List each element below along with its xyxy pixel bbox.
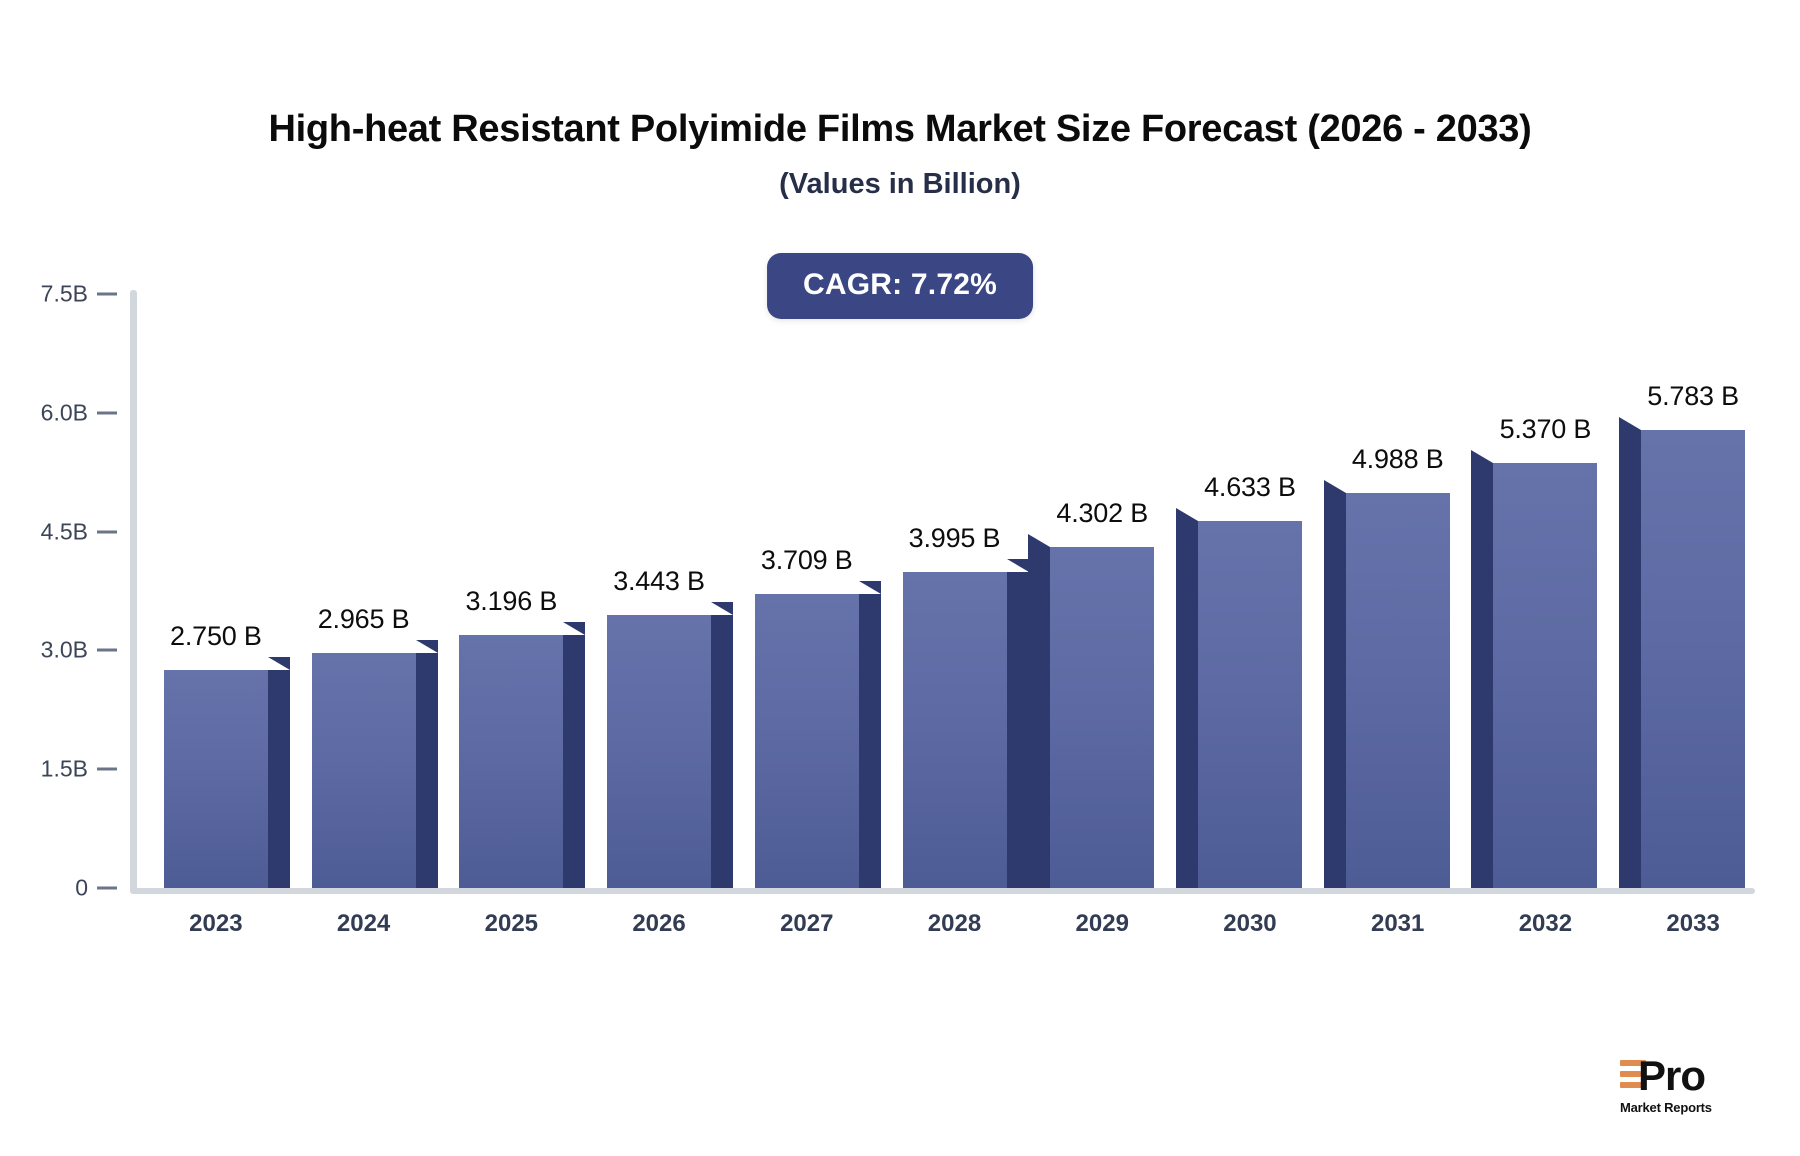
x-axis-tick-label: 2026 [632, 910, 686, 937]
bar-side-face [1619, 430, 1642, 888]
bar-front-face [1050, 547, 1155, 888]
bar-value-label: 3.443 B [613, 566, 705, 597]
bar-2031[interactable]: 4.988 B [1323, 444, 1450, 888]
plot-area: 0 1.5B 3.0B 4.5B 6.0B 7.5B 2.750 B 2.965 B 3.19… [41, 281, 1755, 937]
x-axis-tick-label: 2033 [1666, 910, 1720, 937]
y-axis-tick-mark [97, 530, 117, 534]
logo-name: Pro [1638, 1052, 1706, 1099]
y-axis-tick-mark [97, 411, 117, 415]
bar-top-cap [1471, 449, 1494, 463]
bar-2026[interactable]: 3.443 B [607, 566, 734, 888]
bar-value-label: 5.783 B [1647, 381, 1739, 411]
bar-side-face [858, 594, 881, 888]
x-axis-tick-label: 2030 [1223, 910, 1277, 937]
bar-top-cap [563, 621, 586, 635]
y-axis-spine [130, 290, 137, 892]
bar-front-face [607, 615, 712, 888]
bar-side-face [415, 653, 438, 888]
bar-side-face [1323, 492, 1346, 888]
x-axis-tick-label: 2031 [1370, 910, 1425, 937]
x-axis-tick-label: 2027 [780, 910, 834, 937]
bar-side-face [1006, 571, 1029, 888]
bar-top-cap [858, 581, 881, 595]
bar-top-cap [1619, 417, 1642, 430]
bar-side-face [1175, 521, 1198, 888]
bar-top-cap [267, 657, 290, 671]
bar-front-face [902, 571, 1007, 888]
bar-front-face [1197, 521, 1302, 888]
bar-value-label: 3.196 B [465, 585, 558, 616]
cagr-badge: CAGR: 7.72% [767, 253, 1033, 319]
bar-top-cap [415, 640, 438, 654]
bar-front-face [1345, 492, 1450, 888]
bar-front-face [311, 653, 416, 888]
y-axis-tick-label: 1.5B [40, 755, 88, 782]
bar-side-face [563, 634, 586, 888]
y-axis-tick-label: 3.0B [40, 636, 88, 663]
y-axis-tick-mark [97, 648, 117, 652]
x-axis-tick-label: 2023 [189, 910, 243, 937]
y-axis-tick-mark [97, 767, 117, 771]
bar-top-cap [1323, 479, 1346, 493]
bar-2028[interactable]: 3.995 B [902, 523, 1029, 888]
x-axis-tick-label: 2028 [927, 910, 982, 937]
y-axis-tick-label: 6.0B [40, 399, 88, 426]
y-axis-tick-mark [97, 886, 117, 890]
bar-front-face [754, 594, 859, 888]
y-axis-tick-label: 4.5B [40, 518, 88, 545]
bar-front-face [1641, 430, 1746, 888]
bar-value-label: 2.965 B [317, 604, 410, 635]
bar-front-face [1493, 462, 1598, 888]
bar-value-label: 4.988 B [1351, 443, 1444, 474]
bar-2024[interactable]: 2.965 B [311, 604, 438, 888]
bar-value-label: 3.709 B [760, 545, 853, 576]
x-axis-spine [130, 888, 1755, 894]
bar-2023[interactable]: 2.750 B [163, 621, 290, 888]
bar-side-face [711, 615, 734, 888]
bar-2025[interactable]: 3.196 B [459, 586, 586, 888]
bar-2027[interactable]: 3.709 B [754, 545, 881, 888]
bar-front-face [163, 670, 268, 888]
bar-top-cap [711, 602, 734, 616]
chart-title: High-heat Resistant Polyimide Films Mark… [268, 108, 1532, 150]
chart-subtitle: (Values in Billion) [779, 168, 1021, 200]
y-axis-tick-mark [97, 292, 117, 296]
x-axis-tick-label: 2032 [1518, 910, 1573, 937]
bar-side-face [267, 670, 290, 888]
bar-side-face [1471, 462, 1494, 888]
bar-front-face [459, 634, 564, 888]
bar-2033[interactable]: 5.783 B [1619, 381, 1746, 888]
bar-2032[interactable]: 5.370 B [1471, 414, 1598, 888]
bar-2030[interactable]: 4.633 B [1175, 472, 1302, 888]
bar-value-label: 4.633 B [1204, 472, 1296, 503]
x-axis-tick-label: 2025 [484, 910, 539, 937]
bar-side-face [1028, 547, 1051, 888]
x-axis-tick-label: 2029 [1075, 910, 1129, 937]
pro-market-reports-logo: Pro Market Reports [1620, 1054, 1760, 1116]
y-axis-tick-label: 0 [75, 874, 88, 901]
bar-value-label: 4.302 B [1056, 498, 1149, 529]
bar-2029[interactable]: 4.302 B [1028, 498, 1155, 888]
bar-value-label: 3.995 B [908, 522, 1001, 553]
bar-top-cap [1175, 508, 1198, 522]
y-axis-tick-label: 7.5B [40, 280, 88, 307]
logo-bars-icon [1620, 1060, 1646, 1094]
logo-tagline: Market Reports [1620, 1100, 1712, 1115]
bar-top-cap [1006, 558, 1029, 572]
x-axis-tick-label: 2024 [336, 910, 391, 937]
bar-value-label: 2.750 B [170, 621, 262, 652]
bar-top-cap [1028, 534, 1051, 548]
bar-value-label: 5.370 B [1499, 413, 1592, 444]
